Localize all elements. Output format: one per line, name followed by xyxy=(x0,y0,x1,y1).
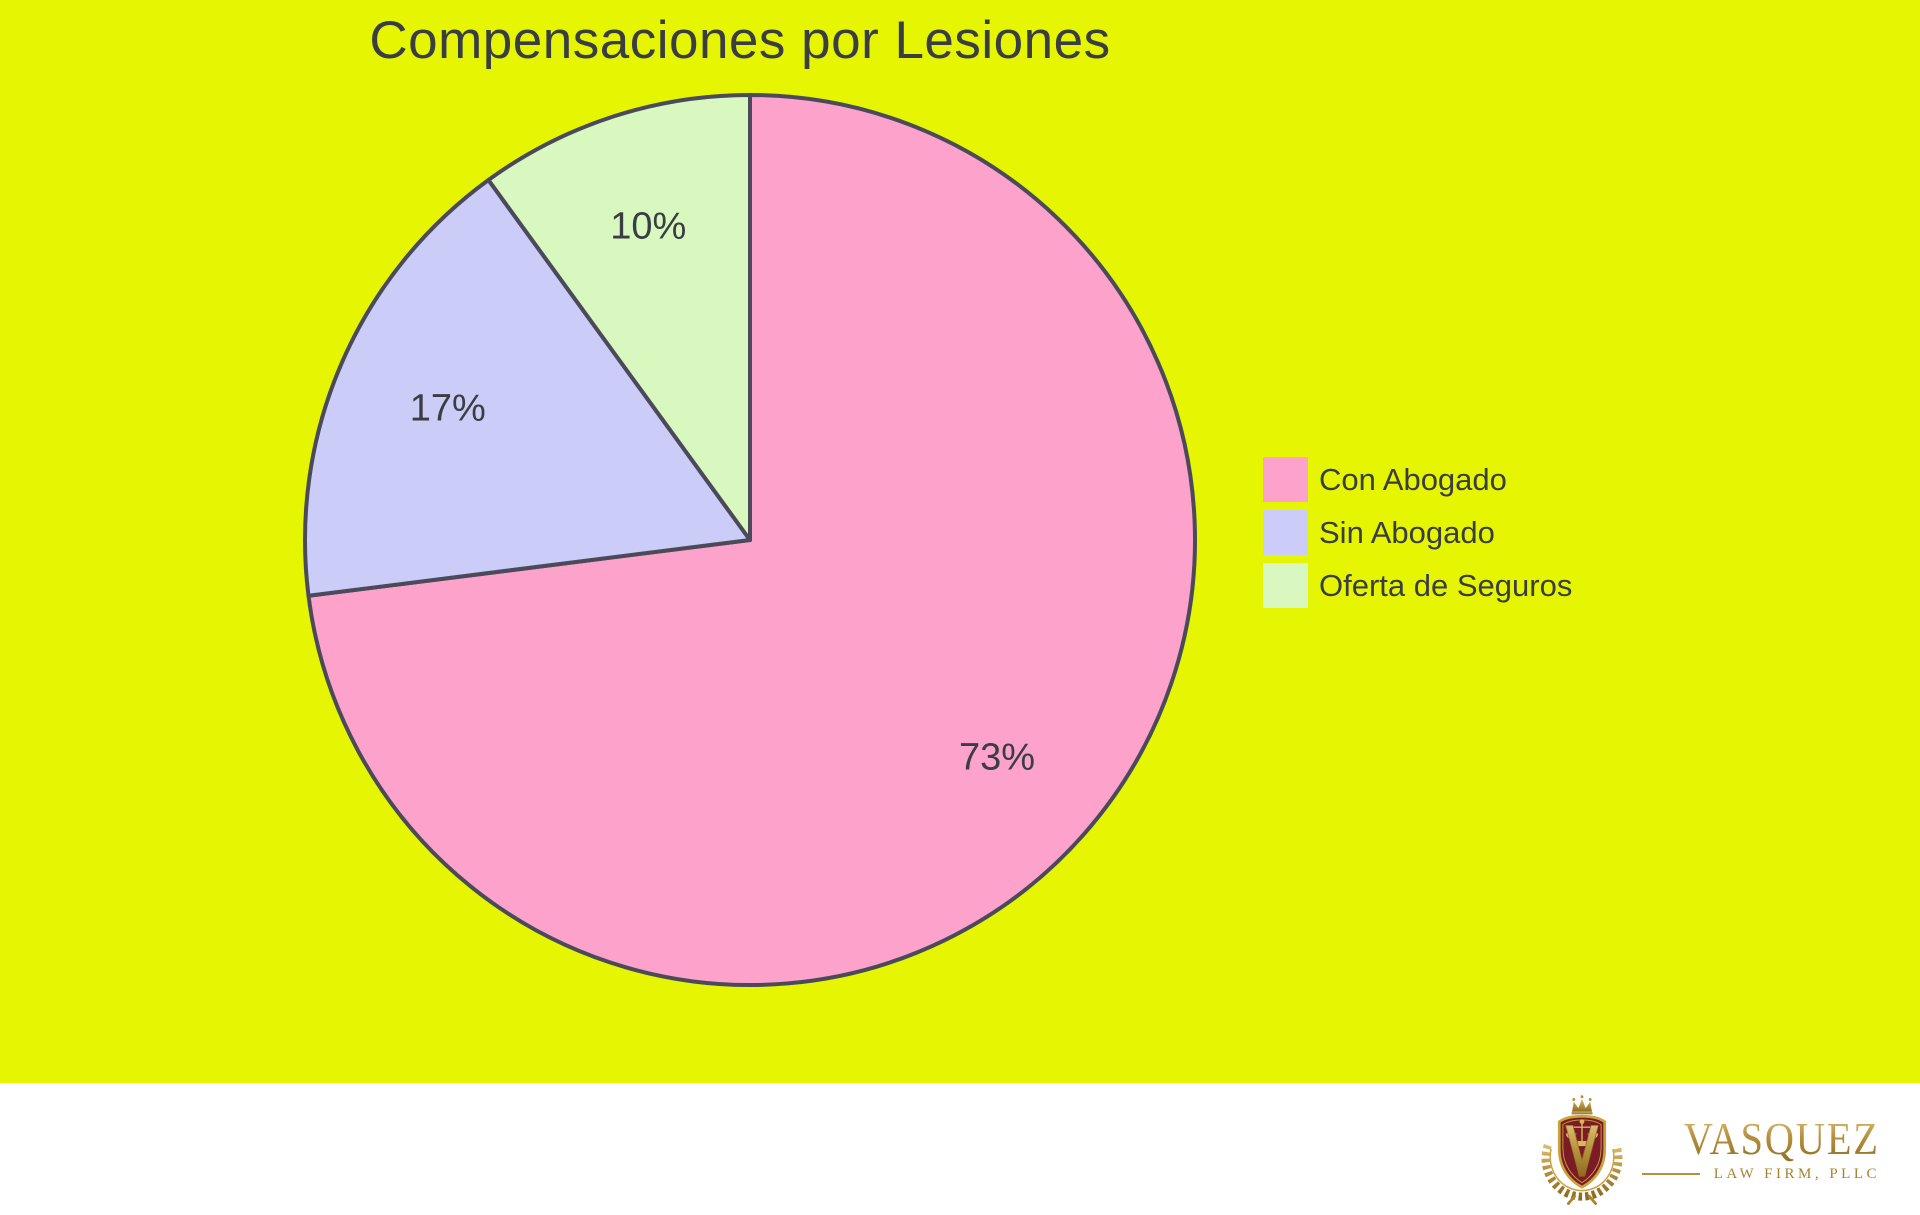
pie-slice-oferta-de-seguros xyxy=(486,93,752,542)
logo-brand: VASQUEZ xyxy=(1683,1113,1880,1165)
pie-slices xyxy=(303,93,1197,987)
slice-value-label: 73% xyxy=(958,736,1036,779)
chart-legend: Con Abogado Sin Abogado Oferta de Seguro… xyxy=(1263,457,1572,608)
legend-swatch-icon xyxy=(1263,457,1308,502)
legend-swatch-icon xyxy=(1263,563,1308,608)
chart-title: Compensaciones por Lesiones xyxy=(369,11,1111,70)
logo-rule xyxy=(1641,1173,1700,1176)
law-firm-crest-icon xyxy=(1541,1095,1623,1205)
legend-item: Oferta de Seguros xyxy=(1263,563,1572,608)
v-monogram-icon xyxy=(1564,1125,1599,1177)
laurel-wreath-icon xyxy=(1541,1144,1623,1201)
vasquez-law-firm-logo: VASQUEZ LAW FIRM, PLLC xyxy=(1532,1092,1880,1206)
slice-value-label: 17% xyxy=(409,387,486,430)
legend-item: Sin Abogado xyxy=(1263,510,1572,555)
legend-label: Oferta de Seguros xyxy=(1319,567,1573,603)
shield-icon xyxy=(1557,1114,1606,1189)
legend-swatch-icon xyxy=(1263,510,1308,555)
legend-item: Con Abogado xyxy=(1263,457,1572,502)
logo-text: VASQUEZ LAW FIRM, PLLC xyxy=(1641,1113,1880,1182)
legend-label: Sin Abogado xyxy=(1319,514,1495,550)
crown-icon xyxy=(1571,1095,1593,1115)
slice-value-label: 10% xyxy=(610,205,687,248)
legend-label: Con Abogado xyxy=(1319,461,1507,497)
pie-slice-sin-abogado xyxy=(303,177,752,598)
logo-subtitle: LAW FIRM, PLLC xyxy=(1713,1165,1880,1182)
